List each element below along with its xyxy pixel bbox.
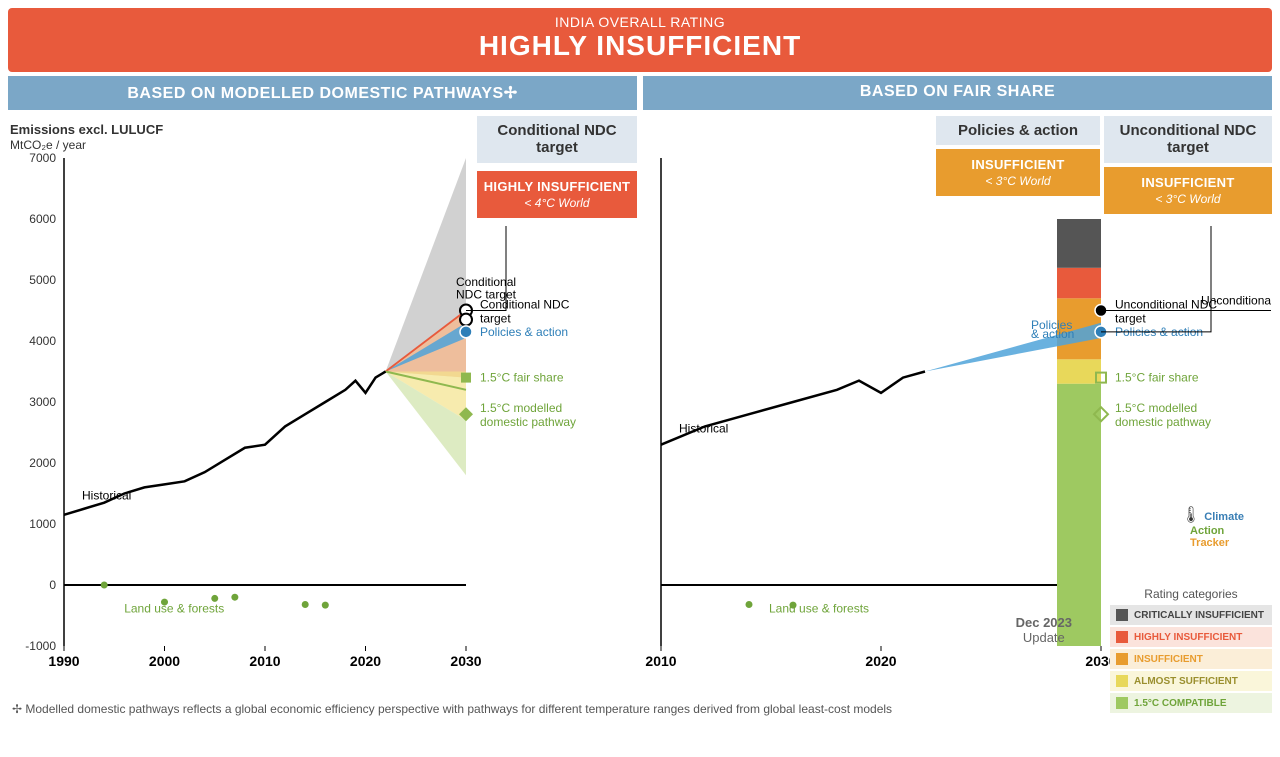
update-line1: Dec 2023 (1016, 615, 1072, 631)
brand-l3: Tracker (1190, 537, 1229, 549)
svg-text:5000: 5000 (29, 273, 56, 287)
svg-text:1.5°C fair share: 1.5°C fair share (1115, 371, 1199, 385)
svg-text:1990: 1990 (48, 653, 79, 669)
svg-text:Policies & action: Policies & action (480, 325, 568, 339)
svg-text:1000: 1000 (29, 517, 56, 531)
svg-text:2010: 2010 (645, 653, 676, 669)
header-banner: INDIA OVERALL RATING HIGHLY INSUFFICIENT (8, 8, 1272, 72)
header-title: HIGHLY INSUFFICIENT (8, 30, 1272, 62)
legend-row: ALMOST SUFFICIENT (1110, 671, 1272, 691)
legend-row: 1.5°C COMPATIBLE (1110, 693, 1272, 713)
update-date: Dec 2023 Update (1016, 615, 1072, 646)
svg-text:target: target (480, 312, 511, 326)
svg-text:Land use & forests: Land use & forests (124, 601, 224, 615)
footnote: ✢ Modelled domestic pathways reflects a … (12, 702, 1268, 716)
svg-text:4000: 4000 (29, 334, 56, 348)
legend-title: Rating categories (1110, 587, 1272, 601)
svg-text:& action: & action (1031, 327, 1074, 341)
svg-text:3000: 3000 (29, 395, 56, 409)
svg-text:1.5°C modelled: 1.5°C modelled (480, 401, 562, 415)
svg-text:2030: 2030 (450, 653, 481, 669)
brand-logo: 🌡 Climate Action Tracker (1181, 507, 1244, 549)
svg-text:2000: 2000 (149, 653, 180, 669)
brand-l1: Climate (1204, 511, 1244, 523)
svg-text:6000: 6000 (29, 212, 56, 226)
svg-text:2020: 2020 (350, 653, 381, 669)
svg-text:NDC target: NDC target (456, 287, 517, 301)
col-head-left: BASED ON MODELLED DOMESTIC PATHWAYS✢ (8, 76, 637, 110)
svg-text:0: 0 (49, 578, 56, 592)
svg-text:Land use & forests: Land use & forests (769, 601, 869, 615)
column-headers: BASED ON MODELLED DOMESTIC PATHWAYS✢ BAS… (8, 76, 1272, 110)
svg-text:domestic pathway: domestic pathway (1115, 415, 1211, 429)
brand-l2: Action (1190, 525, 1224, 537)
svg-text:1.5°C modelled: 1.5°C modelled (1115, 401, 1197, 415)
svg-text:Historical: Historical (679, 422, 728, 436)
legend-row: CRITICALLY INSUFFICIENT (1110, 605, 1272, 625)
svg-text:2000: 2000 (29, 456, 56, 470)
svg-text:Historical: Historical (82, 489, 131, 503)
svg-text:target: target (1115, 312, 1146, 326)
svg-text:7000: 7000 (29, 151, 56, 165)
svg-text:Unconditional NDC target: Unconditional NDC target (1201, 294, 1271, 308)
svg-text:2010: 2010 (249, 653, 280, 669)
legend-row: INSUFFICIENT (1110, 649, 1272, 669)
left-panel: Emissions excl. LULUCF MtCO₂e / year Con… (8, 116, 637, 696)
update-line2: Update (1016, 630, 1072, 646)
legend-row: HIGHLY INSUFFICIENT (1110, 627, 1272, 647)
svg-text:1.5°C fair share: 1.5°C fair share (480, 371, 564, 385)
rating-legend: Rating categories CRITICALLY INSUFFICIEN… (1110, 587, 1272, 715)
svg-text:-1000: -1000 (25, 639, 56, 653)
left-chart-svg: -1000 0 1000 2000 3000 4000 5000 6000 7000 1990 20… (8, 116, 636, 696)
svg-text:2020: 2020 (865, 653, 896, 669)
header-subtitle: INDIA OVERALL RATING (8, 14, 1272, 30)
svg-text:domestic pathway: domestic pathway (480, 415, 576, 429)
col-head-right: BASED ON FAIR SHARE (643, 76, 1272, 110)
